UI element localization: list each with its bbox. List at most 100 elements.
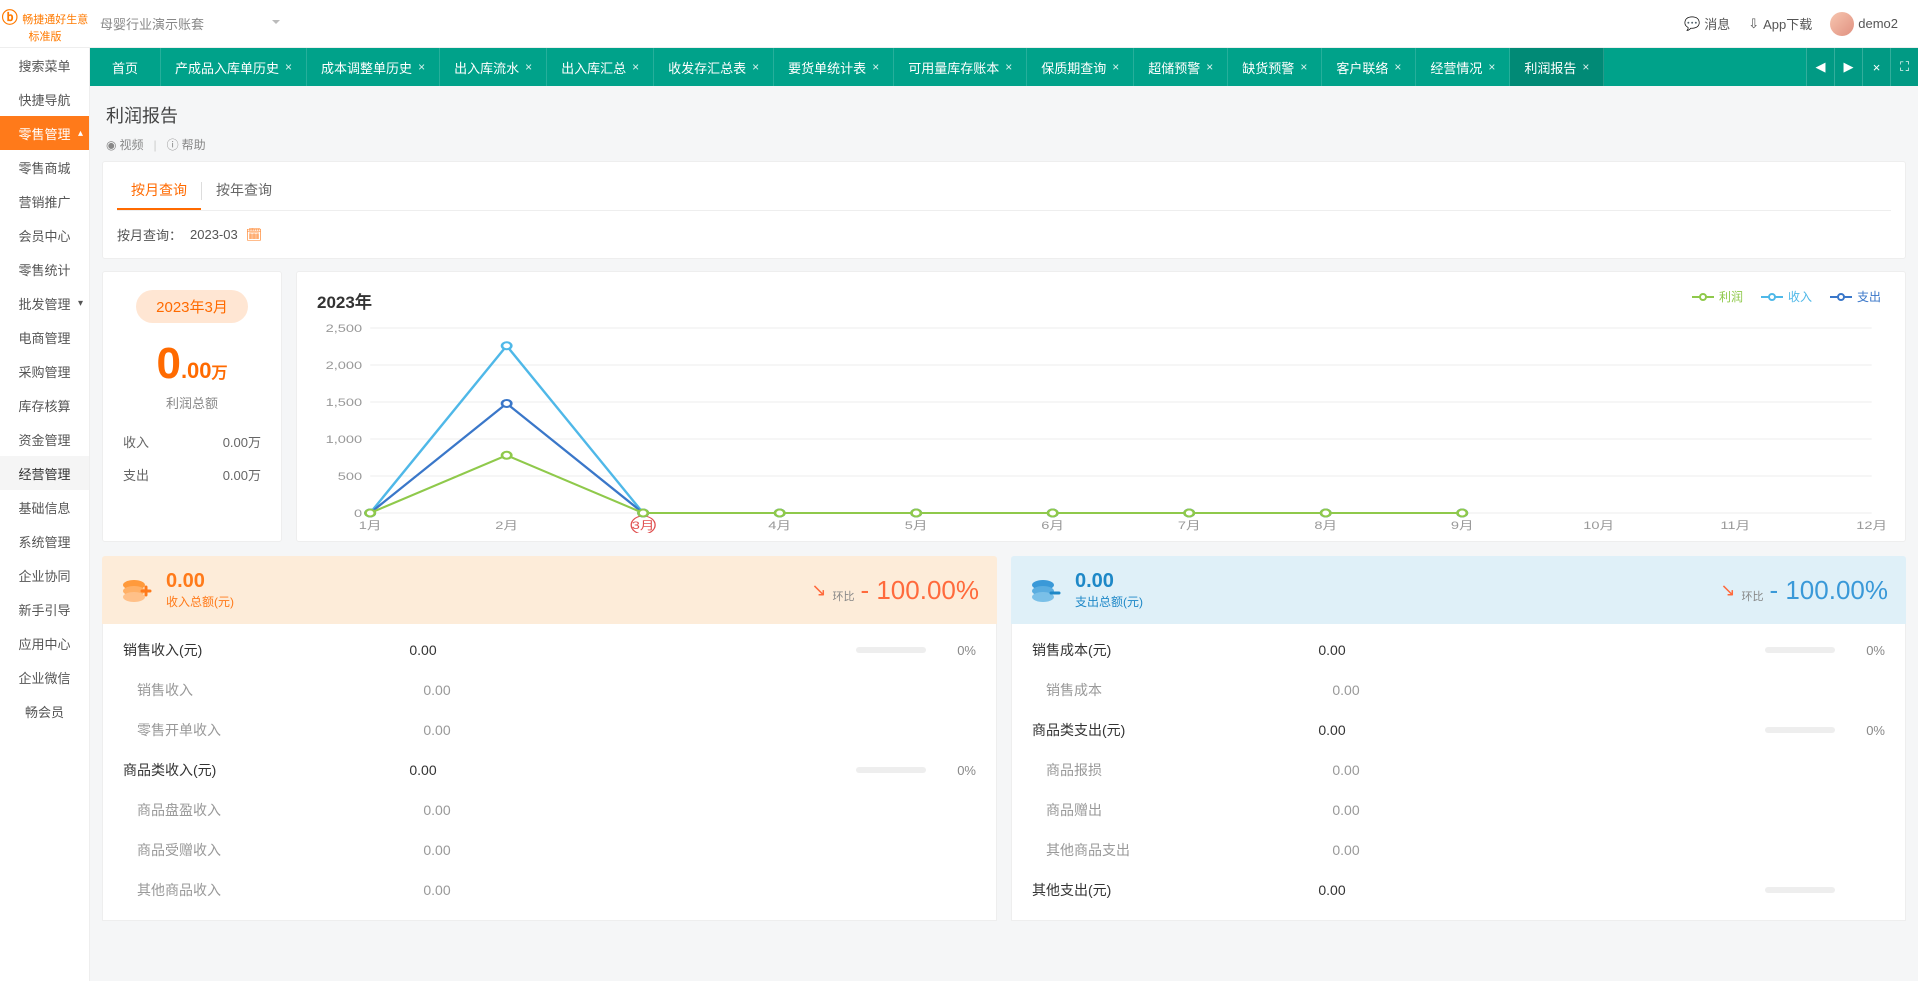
tab-4[interactable]: 出入库汇总 × (547, 48, 654, 86)
row-label: 商品类收入(元) (123, 760, 343, 780)
tab-11[interactable]: 客户联络 × (1322, 48, 1416, 86)
tab-close-all[interactable]: × (1862, 48, 1890, 86)
expense-panel-head: 0.00 支出总额(元) ↘ 环比 - 100.00% (1011, 556, 1906, 624)
svg-text:5月: 5月 (905, 519, 928, 532)
tab-label: 客户联络 (1336, 58, 1388, 77)
sidebar-item-search[interactable]: 搜索菜单 (0, 48, 89, 82)
sidebar-item-system[interactable]: 系统管理 (0, 524, 89, 558)
chevron-icon: ▾ (78, 298, 83, 309)
avatar-icon (1830, 12, 1854, 36)
close-icon[interactable]: × (525, 60, 532, 74)
table-row: 商品赠出0.00 (1012, 790, 1905, 830)
app-download-link[interactable]: ⇩ App下载 (1748, 14, 1812, 33)
tab-5[interactable]: 收发存汇总表× (654, 48, 774, 86)
tab-by-year[interactable]: 按年查询 (202, 172, 286, 210)
sidebar-item-ecom[interactable]: 电商管理 (0, 320, 89, 354)
svg-text:10月: 10月 (1583, 519, 1614, 532)
close-icon[interactable]: × (1582, 60, 1589, 74)
row-pct: 0% (1835, 723, 1885, 738)
tab-0[interactable]: 首页 (90, 48, 161, 86)
tab-6[interactable]: 要货单统计表 × (774, 48, 894, 86)
row-label: 其他商品收入 (137, 880, 357, 900)
sidebar-item-appcenter[interactable]: 应用中心 (0, 626, 89, 660)
sidebar-item-collab[interactable]: 企业协同 (0, 558, 89, 592)
close-icon[interactable]: × (285, 60, 292, 74)
tab-8[interactable]: 保质期查询× (1027, 48, 1134, 86)
sidebar-item-member[interactable]: 会员中心 (0, 218, 89, 252)
sidebar-item-purchase[interactable]: 采购管理 (0, 354, 89, 388)
tab-label: 要货单统计表 (788, 58, 866, 77)
row-label: 商品报损 (1046, 760, 1266, 780)
messages-link[interactable]: 💬 消息 (1684, 14, 1730, 33)
svg-text:9月: 9月 (1451, 519, 1474, 532)
row-label: 销售收入(元) (123, 640, 343, 660)
tab-next[interactable]: ▶ (1834, 48, 1862, 86)
table-row: 零售开单收入0.00 (103, 710, 996, 750)
tab-10[interactable]: 缺货预警× (1228, 48, 1322, 86)
close-icon[interactable]: × (418, 60, 425, 74)
table-row: 商品受赠收入0.00 (103, 830, 996, 870)
close-icon[interactable]: × (1394, 60, 1401, 74)
sidebar-item-wholesale[interactable]: 批发管理▾ (0, 286, 89, 320)
sidebar-item-inventory[interactable]: 库存核算 (0, 388, 89, 422)
svg-text:2,500: 2,500 (326, 323, 363, 335)
row-value: 0.00 (1252, 882, 1412, 898)
close-icon[interactable]: × (1005, 60, 1012, 74)
account-selector[interactable]: 母婴行业演示账套 (90, 14, 290, 33)
tab-7[interactable]: 可用量库存账本× (894, 48, 1027, 86)
svg-text:1,500: 1,500 (326, 396, 363, 409)
table-row: 商品类收入(元)0.000% (103, 750, 996, 790)
row-label: 商品盘盈收入 (137, 800, 357, 820)
tab-label: 利润报告 (1524, 58, 1576, 77)
row-label: 销售成本 (1046, 680, 1266, 700)
sidebar-item-funds[interactable]: 资金管理 (0, 422, 89, 456)
sidebar-item-retail-stats[interactable]: 零售统计 (0, 252, 89, 286)
sidebar-item-retail-mall[interactable]: 零售商城 (0, 150, 89, 184)
table-row: 商品盘盈收入0.00 (103, 790, 996, 830)
close-icon[interactable]: × (752, 60, 759, 74)
tab-prev[interactable]: ◀ (1806, 48, 1834, 86)
tab-1[interactable]: 产成品入库单历史× (161, 48, 307, 86)
row-bar (1412, 887, 1835, 893)
row-value: 0.00 (1266, 802, 1426, 818)
tab-3[interactable]: 出入库流水× (440, 48, 547, 86)
svg-text:1月: 1月 (359, 519, 382, 532)
page-title: 利润报告 (106, 102, 178, 128)
tab-12[interactable]: 经营情况× (1416, 48, 1510, 86)
tab-fullscreen[interactable]: ⛶ (1890, 48, 1918, 86)
tab-13[interactable]: 利润报告 × (1510, 48, 1604, 86)
close-icon[interactable]: × (872, 60, 879, 74)
close-icon[interactable]: × (1300, 60, 1307, 74)
calendar-icon[interactable]: 🗓 (246, 227, 263, 243)
sidebar-item-basic[interactable]: 基础信息 (0, 490, 89, 524)
close-icon[interactable]: × (1206, 60, 1213, 74)
legend-income-label: 收入 (1788, 288, 1812, 305)
sidebar-item-guide[interactable]: 新手引导 (0, 592, 89, 626)
tab-label: 出入库汇总 (561, 58, 626, 77)
row-value: 0.00 (1266, 682, 1426, 698)
close-icon[interactable]: × (1112, 60, 1119, 74)
row-value: 0.00 (1266, 762, 1426, 778)
sidebar-item-marketing[interactable]: 营销推广 (0, 184, 89, 218)
close-icon[interactable]: × (632, 60, 639, 74)
profit-dec: .00 (181, 358, 212, 383)
legend-profit: 利润 (1692, 288, 1743, 305)
sidebar-item-quicknav[interactable]: 快捷导航 (0, 82, 89, 116)
sidebar-item-retail[interactable]: 零售管理▴ (0, 116, 89, 150)
user-menu[interactable]: demo2 (1830, 12, 1898, 36)
table-row: 销售收入(元)0.000% (103, 630, 996, 670)
help-doc-link[interactable]: ⓘ 帮助 (167, 136, 206, 153)
legend-expense-label: 支出 (1857, 288, 1881, 305)
income-value: 0.00万 (223, 432, 261, 451)
tab-2[interactable]: 成本调整单历史× (307, 48, 440, 86)
svg-text:8月: 8月 (1314, 519, 1337, 532)
income-rows: 销售收入(元)0.000%销售收入0.00零售开单收入0.00商品类收入(元)0… (102, 624, 997, 921)
tab-9[interactable]: 超储预警× (1134, 48, 1228, 86)
tab-by-month[interactable]: 按月查询 (117, 172, 201, 210)
sidebar-item-ops[interactable]: 经营管理 (0, 456, 89, 490)
help-video-link[interactable]: ◉ 视频 (106, 136, 144, 153)
sidebar-item-wecom[interactable]: 企业微信 (0, 660, 89, 694)
sidebar-item-vip[interactable]: 畅会员 (0, 694, 89, 728)
svg-text:2月: 2月 (495, 519, 518, 532)
close-icon[interactable]: × (1488, 60, 1495, 74)
